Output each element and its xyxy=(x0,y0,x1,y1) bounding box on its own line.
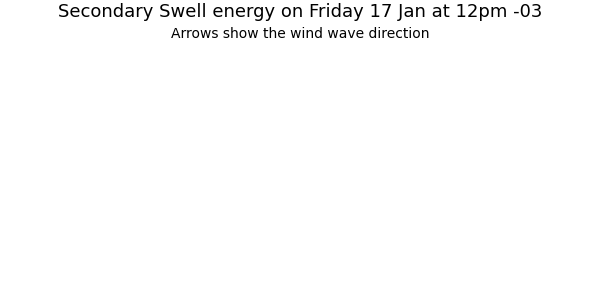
Text: Secondary Swell energy on Friday 17 Jan at 12pm -03: Secondary Swell energy on Friday 17 Jan … xyxy=(58,3,543,21)
Text: cartopy required: cartopy required xyxy=(243,162,358,176)
Text: Arrows show the wind wave direction: Arrows show the wind wave direction xyxy=(171,28,430,41)
